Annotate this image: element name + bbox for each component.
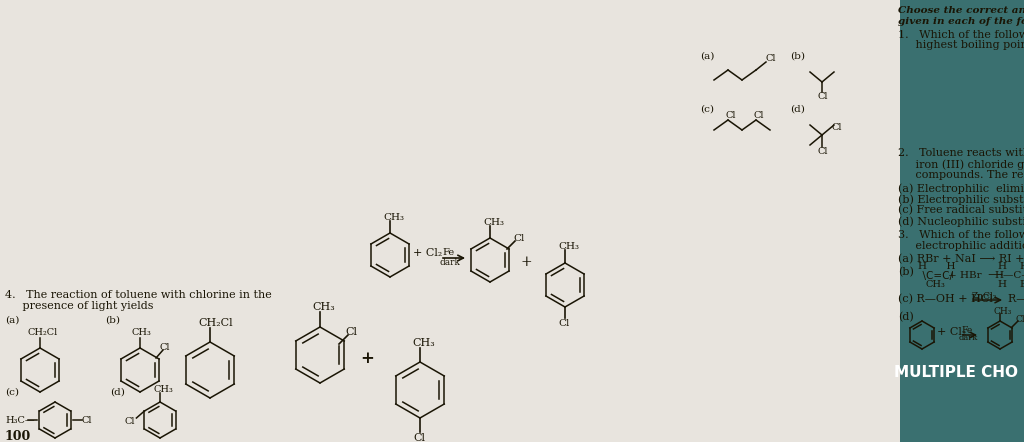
Text: Cl: Cl <box>818 92 828 101</box>
Text: CH₃: CH₃ <box>926 280 946 289</box>
Text: (d): (d) <box>790 105 805 114</box>
Text: Cl: Cl <box>725 111 735 120</box>
Text: (c) Free radical substitution reaction: (c) Free radical substitution reaction <box>898 205 1024 215</box>
Text: Cl: Cl <box>124 417 135 426</box>
Text: (d): (d) <box>898 312 913 322</box>
Text: H₃C—: H₃C— <box>5 416 35 425</box>
Text: Cl: Cl <box>82 416 92 425</box>
Text: + Cl₂: + Cl₂ <box>937 327 967 337</box>
Text: H    H: H H <box>998 262 1024 271</box>
Text: ZnCl₂: ZnCl₂ <box>972 292 997 301</box>
Text: Fe: Fe <box>961 326 972 335</box>
Text: CH₃: CH₃ <box>132 328 152 337</box>
Text: (a): (a) <box>5 316 19 325</box>
Text: + HBr  ⟶: + HBr ⟶ <box>948 271 1002 280</box>
Text: CH₂Cl: CH₂Cl <box>28 328 58 337</box>
Text: CH₂Cl: CH₂Cl <box>198 318 232 328</box>
Text: \C=C/: \C=C/ <box>916 271 953 281</box>
Text: compounds. The reaction is ..........: compounds. The reaction is .......... <box>898 170 1024 180</box>
Text: Cl: Cl <box>160 343 171 352</box>
Text: iron (III) chloride giving ortho- and para-chloro: iron (III) chloride giving ortho- and pa… <box>898 159 1024 170</box>
Text: Cl: Cl <box>818 147 828 156</box>
Text: Cl: Cl <box>1016 315 1024 324</box>
Text: dark: dark <box>440 258 461 267</box>
Text: (b) Electrophilic substitution reaction: (b) Electrophilic substitution reaction <box>898 194 1024 205</box>
Text: CH₃: CH₃ <box>154 385 174 394</box>
Text: (b): (b) <box>790 52 805 61</box>
Text: (c): (c) <box>5 388 19 397</box>
Text: (a) Electrophilic  elimination reaction: (a) Electrophilic elimination reaction <box>898 183 1024 194</box>
Text: electrophilic addition reaction ?: electrophilic addition reaction ? <box>898 241 1024 251</box>
Text: (a) RBr + NaI ⟶ RI + NaBr: (a) RBr + NaI ⟶ RI + NaBr <box>898 254 1024 264</box>
Text: R—Cl + H₂O: R—Cl + H₂O <box>1008 294 1024 304</box>
Text: dark: dark <box>959 334 978 342</box>
Text: Cl: Cl <box>413 433 425 442</box>
Text: CH₃: CH₃ <box>994 307 1013 316</box>
Text: (d): (d) <box>110 388 125 397</box>
Text: H      H: H H <box>918 262 955 271</box>
Text: presence of light yields: presence of light yields <box>5 301 154 311</box>
Text: (c) R—OH + HCl: (c) R—OH + HCl <box>898 294 993 304</box>
Text: given in each of the following questions :: given in each of the following questions… <box>898 17 1024 26</box>
Text: Cl: Cl <box>765 54 775 63</box>
Text: Fe: Fe <box>442 248 454 257</box>
Text: CH₃: CH₃ <box>483 218 504 227</box>
Text: CH₃: CH₃ <box>312 302 335 312</box>
Text: Cl: Cl <box>753 111 764 120</box>
Text: Choose the correct answer from the alternatives: Choose the correct answer from the alter… <box>898 6 1024 15</box>
Text: CH₃: CH₃ <box>412 338 435 348</box>
Text: CH₃: CH₃ <box>383 213 404 222</box>
Text: 2.   Toluene reacts with chlorine in the presence of: 2. Toluene reacts with chlorine in the p… <box>898 148 1024 158</box>
Text: H    Br: H Br <box>998 280 1024 289</box>
Text: H—C—C—H: H—C—C—H <box>994 271 1024 280</box>
Text: (b): (b) <box>898 267 913 277</box>
Text: Cl: Cl <box>558 319 569 328</box>
Text: 4.   The reaction of toluene with chlorine in the: 4. The reaction of toluene with chlorine… <box>5 290 271 300</box>
Text: Cl: Cl <box>831 123 843 132</box>
Text: 1.   Which of the following compounds has the: 1. Which of the following compounds has … <box>898 30 1024 40</box>
Text: + Cl₂: + Cl₂ <box>413 248 442 258</box>
Text: (b): (b) <box>105 316 120 325</box>
Text: highest boiling point ?: highest boiling point ? <box>898 40 1024 50</box>
Text: (d) Nucleophilic substitution reaction.: (d) Nucleophilic substitution reaction. <box>898 216 1024 227</box>
Bar <box>900 0 1024 442</box>
Text: +: + <box>520 255 531 269</box>
Text: Cl: Cl <box>345 327 357 337</box>
Text: Cl: Cl <box>513 234 524 243</box>
Text: +: + <box>360 350 374 367</box>
Text: (c): (c) <box>700 105 714 114</box>
Text: 3.   Which of the following reactions represents an: 3. Which of the following reactions repr… <box>898 230 1024 240</box>
Text: MULTIPLE CHO: MULTIPLE CHO <box>894 365 1018 380</box>
Text: CH₃: CH₃ <box>558 242 579 251</box>
Text: 100: 100 <box>5 430 32 442</box>
Text: (a): (a) <box>700 52 715 61</box>
